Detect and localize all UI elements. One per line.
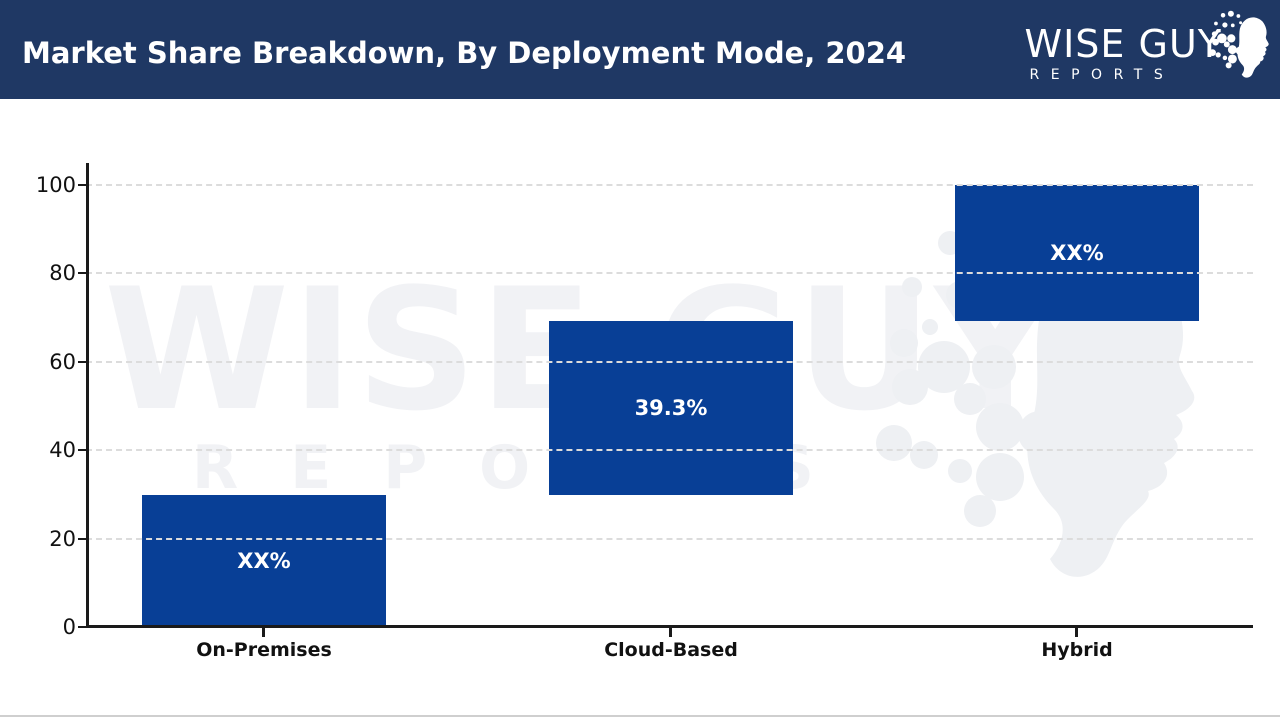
gridline-60 [86,360,1253,363]
x-category-label: Cloud-Based [604,639,738,661]
y-tick-label: 60 [49,349,76,374]
y-tick-mark [78,449,87,452]
bar-cloud-based [549,321,793,495]
logo-wordmark: WISE GUY [1024,21,1222,66]
y-tick-mark [78,537,87,540]
y-tick-label: 20 [49,526,76,551]
x-tick-mark [262,628,265,637]
logo-subtext: REPORTS [1029,66,1175,83]
page-title: Market Share Breakdown, By Deployment Mo… [22,36,907,70]
brand-logo: WISE GUY REPORTS [1025,10,1270,96]
y-tick-label: 100 [35,173,76,197]
x-tick-mark [1075,628,1078,637]
gridline-20 [86,537,1253,540]
face-watermark-icon [876,219,1195,577]
gridline-80 [86,272,1253,275]
bar-value-label: 39.3% [634,395,708,420]
y-tick-label: 0 [62,615,76,639]
y-tick-mark [78,272,87,275]
y-tick-label: 40 [49,438,76,463]
y-tick-mark [78,626,87,628]
bar-hybrid [955,185,1199,322]
bar-value-label: XX% [237,548,291,573]
bar-on-premises [142,494,386,627]
x-category-label: On-Premises [196,639,332,661]
bottom-border [0,715,1280,717]
y-tick-mark [78,360,87,363]
gridline-100 [86,184,1253,186]
y-axis-line [86,163,89,628]
header: Market Share Breakdown, By Deployment Mo… [0,0,1280,99]
y-tick-label: 80 [49,261,76,286]
face-logo-icon [1209,10,1269,78]
x-tick-mark [669,628,672,637]
y-tick-mark [78,184,87,186]
x-category-label: Hybrid [1041,639,1113,661]
gridline-40 [86,449,1253,452]
bar-value-label: XX% [1050,241,1104,266]
x-axis-line [86,625,1253,628]
logo-text: WISE GUY REPORTS [1025,24,1222,83]
